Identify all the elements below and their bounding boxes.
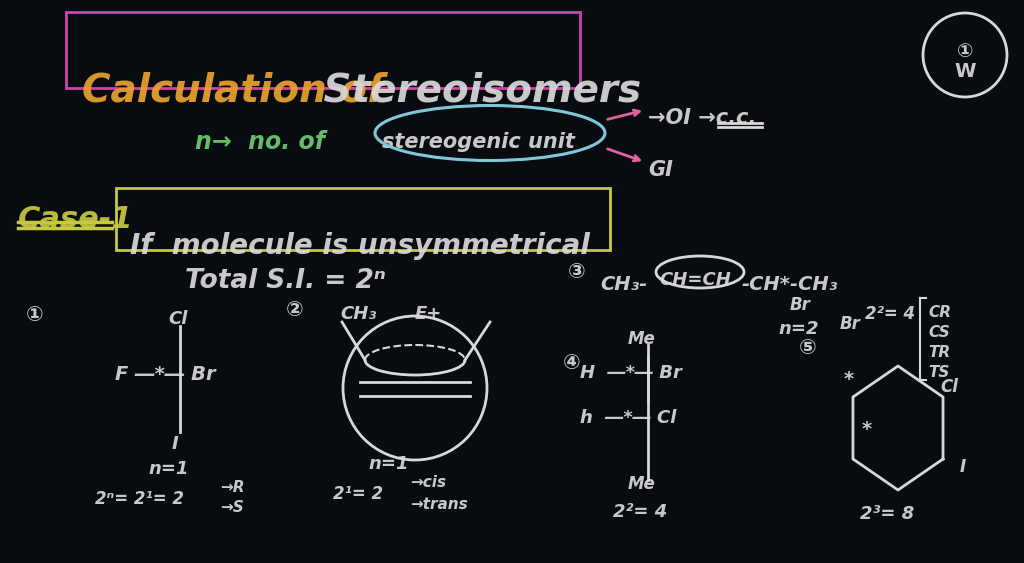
Text: I: I	[961, 458, 966, 476]
Text: GI: GI	[648, 160, 673, 180]
Text: Cl: Cl	[168, 310, 187, 328]
Text: CH₃: CH₃	[340, 305, 376, 323]
Text: I: I	[172, 435, 179, 453]
Text: 2ⁿ= 2¹= 2: 2ⁿ= 2¹= 2	[95, 490, 184, 508]
Text: →R: →R	[220, 480, 245, 495]
Text: h  ―*― Cl: h ―*― Cl	[580, 409, 677, 427]
Text: →cis: →cis	[410, 475, 446, 490]
Text: TR: TR	[928, 345, 950, 360]
Text: ④: ④	[563, 353, 581, 373]
Text: Cl: Cl	[940, 378, 958, 396]
Text: Me: Me	[628, 330, 655, 348]
Text: ⑤: ⑤	[799, 338, 817, 358]
Text: CS: CS	[928, 325, 949, 340]
Text: n=1: n=1	[368, 455, 409, 473]
Text: 2²= 4: 2²= 4	[613, 503, 668, 521]
Text: stereogenic unit: stereogenic unit	[382, 132, 574, 152]
Text: Me: Me	[628, 475, 655, 493]
Text: n→  no. of: n→ no. of	[195, 130, 325, 154]
Text: Case-1: Case-1	[18, 205, 133, 234]
Text: Br: Br	[790, 296, 811, 314]
Text: F ―*― Br: F ―*― Br	[115, 365, 216, 385]
Text: *: *	[844, 370, 854, 389]
Text: Stereoisomers: Stereoisomers	[310, 72, 641, 110]
Text: 2²= 4: 2²= 4	[865, 305, 915, 323]
Text: -CH*-CH₃: -CH*-CH₃	[742, 275, 839, 294]
Text: ③: ③	[568, 262, 586, 282]
Text: →trans: →trans	[410, 497, 468, 512]
Text: If  molecule is unsymmetrical: If molecule is unsymmetrical	[130, 232, 590, 260]
Text: TS: TS	[928, 365, 949, 380]
Text: CH=CH: CH=CH	[659, 271, 731, 289]
Text: ①: ①	[27, 305, 44, 325]
Text: 2³= 8: 2³= 8	[860, 505, 914, 523]
Text: →OI →c.c.: →OI →c.c.	[648, 108, 757, 128]
Text: Calculation of: Calculation of	[82, 72, 384, 110]
Text: H  ―*― Br: H ―*― Br	[580, 364, 682, 382]
Text: W: W	[954, 62, 976, 81]
Text: *: *	[862, 420, 872, 439]
Text: Br: Br	[840, 315, 861, 333]
Text: Total S.I. = 2ⁿ: Total S.I. = 2ⁿ	[185, 268, 386, 294]
Text: →S: →S	[220, 500, 244, 515]
Text: ①: ①	[956, 42, 973, 61]
Text: 2¹= 2: 2¹= 2	[333, 485, 383, 503]
Text: n=1: n=1	[148, 460, 188, 478]
Text: ②: ②	[286, 300, 304, 320]
Text: E+: E+	[415, 305, 442, 323]
Text: CR: CR	[928, 305, 951, 320]
Text: CH₃-: CH₃-	[600, 275, 647, 294]
Text: n=2: n=2	[778, 320, 818, 338]
